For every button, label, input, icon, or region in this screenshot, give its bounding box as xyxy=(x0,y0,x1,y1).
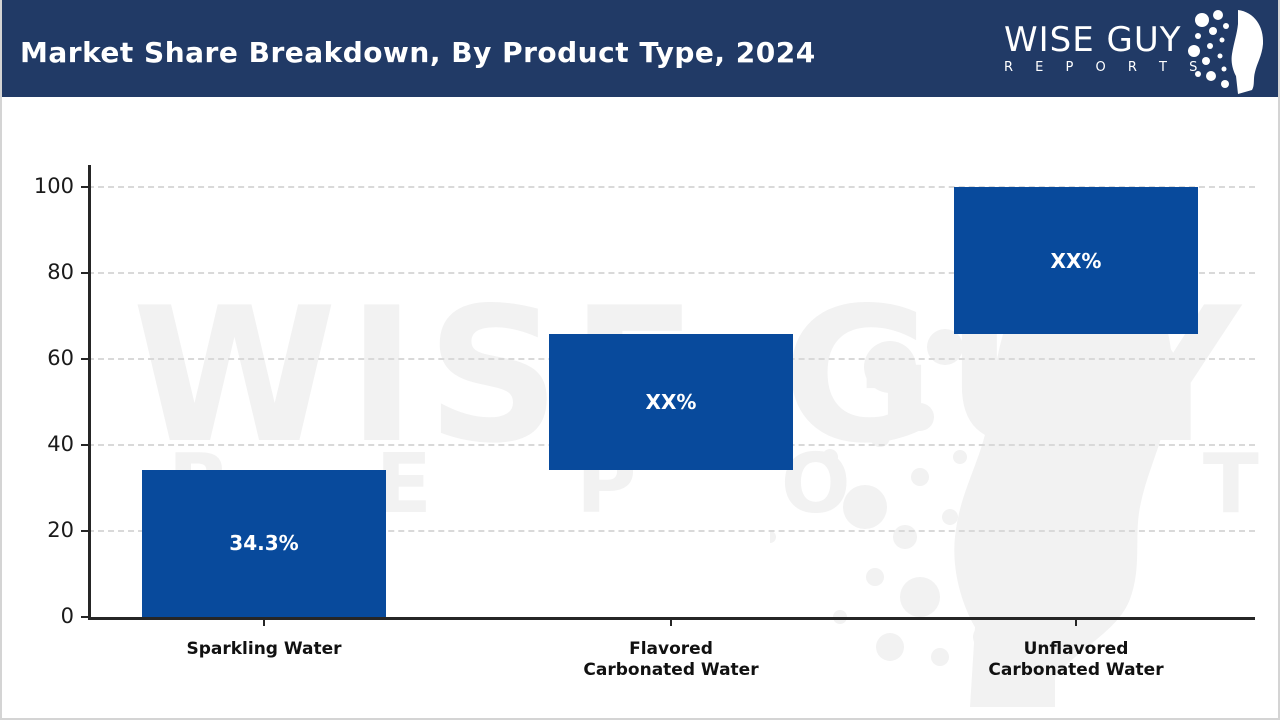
chart-title: Market Share Breakdown, By Product Type,… xyxy=(20,36,816,69)
bar-value-label: XX% xyxy=(1050,248,1102,273)
gridline-y-20 xyxy=(88,530,1255,532)
y-tick-label: 80 xyxy=(47,260,74,284)
y-tick-label: 100 xyxy=(33,174,74,198)
gridline-y-100 xyxy=(88,186,1255,188)
x-category-label: Sparkling Water xyxy=(186,639,342,659)
x-axis-spine xyxy=(88,617,1255,620)
y-tick-label: 60 xyxy=(47,346,74,370)
logo-wordmark: WISE GUY xyxy=(1004,20,1182,60)
y-tick-mark xyxy=(81,186,88,188)
x-tick-mark xyxy=(263,619,265,626)
y-tick-mark xyxy=(81,444,88,446)
wise-guy-reports-logo: WISE GUY R E P O R T S xyxy=(1004,6,1264,94)
y-tick-label: 20 xyxy=(47,518,74,542)
y-tick-mark xyxy=(81,272,88,274)
x-category-label: Unflavored Carbonated Water xyxy=(988,639,1164,680)
header-bar: Market Share Breakdown, By Product Type,… xyxy=(0,0,1280,97)
y-tick-mark xyxy=(81,616,88,618)
watermark-face-dots-graphic xyxy=(770,237,1173,707)
y-axis-spine xyxy=(88,165,91,619)
bar-value-label: 34.3% xyxy=(229,531,299,556)
y-tick-label: 40 xyxy=(47,432,74,456)
bar-segment xyxy=(954,187,1198,335)
x-tick-mark xyxy=(670,619,672,626)
x-tick-mark xyxy=(1075,619,1077,626)
x-category-label: Flavored Carbonated Water xyxy=(583,639,759,680)
logo-text: WISE GUY R E P O R T S xyxy=(1004,20,1207,77)
logo-face-dots-icon xyxy=(1188,10,1264,94)
y-tick-label: 0 xyxy=(60,604,74,628)
gridline-y-80 xyxy=(88,272,1255,274)
bar-segment xyxy=(549,334,793,470)
y-tick-mark xyxy=(81,530,88,532)
logo-reports-text: R E P O R T S xyxy=(1004,60,1207,75)
bar-value-label: XX% xyxy=(645,390,697,414)
y-tick-mark xyxy=(81,358,88,360)
bar-segment xyxy=(142,469,386,617)
